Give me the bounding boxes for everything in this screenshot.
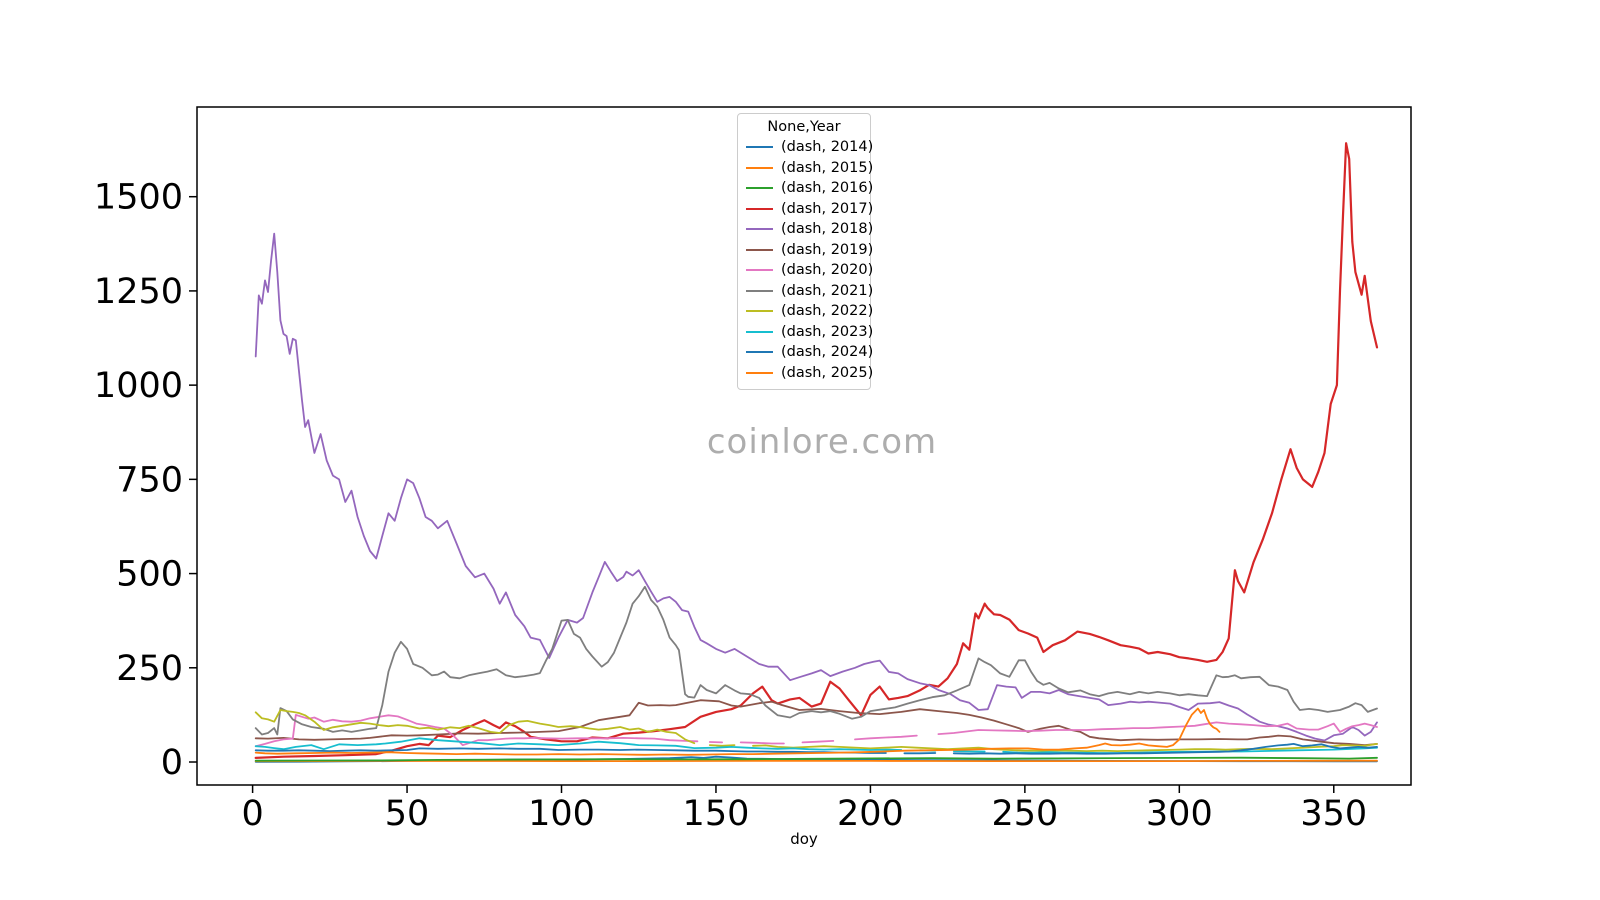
y-tick-label: 0: [161, 743, 183, 783]
legend-item-2014: (dash, 2014): [746, 137, 873, 158]
x-axis-label: doy: [790, 830, 818, 848]
x-tick-label: 200: [837, 794, 904, 834]
legend-item-label: (dash, 2024): [781, 344, 874, 361]
legend-swatch-icon: [746, 371, 773, 374]
legend-swatch-icon: [746, 330, 773, 333]
legend-swatch-icon: [746, 207, 773, 210]
legend-item-label: (dash, 2021): [781, 282, 874, 299]
legend-item-label: (dash, 2022): [781, 303, 874, 320]
legend-swatch-icon: [746, 187, 773, 190]
x-tick-label: 350: [1300, 794, 1367, 834]
legend-title: None,Year: [767, 119, 841, 135]
x-tick-label: 150: [683, 794, 750, 834]
legend-item-2022: (dash, 2022): [746, 301, 873, 322]
y-tick-label: 500: [116, 555, 183, 595]
series-line-2022: [254, 709, 1378, 752]
legend-item-label: (dash, 2023): [781, 323, 874, 340]
legend-item-2017: (dash, 2017): [746, 199, 873, 220]
watermark-text: coinlore.com: [706, 422, 938, 462]
series-line-2018: [254, 232, 1378, 742]
x-tick-label: 50: [385, 794, 430, 834]
legend-swatch-icon: [746, 248, 773, 251]
legend-box: None,Year (dash, 2014) (dash, 2015) (dash,…: [737, 113, 873, 390]
legend-item-label: (dash, 2025): [781, 364, 874, 381]
legend-item-2024: (dash, 2024): [746, 342, 873, 363]
legend-item-2023: (dash, 2023): [746, 322, 873, 343]
legend-item-label: (dash, 2016): [781, 180, 874, 197]
legend-item-label: (dash, 2018): [781, 221, 874, 238]
series-line-2024: [254, 743, 1378, 755]
legend-item-label: (dash, 2015): [781, 159, 874, 176]
axis-layer: 0 50 100 150 200 250 300 350 0 250 500 750 1000 1250 1…: [94, 178, 1367, 834]
series-line-2015: [254, 759, 1378, 763]
legend-swatch-icon: [746, 269, 773, 272]
x-tick-label: 0: [241, 794, 263, 834]
legend-item-label: (dash, 2020): [781, 262, 874, 279]
plot-frame: [196, 106, 1412, 786]
x-tick-label: 100: [528, 794, 595, 834]
y-tick-label: 1500: [94, 178, 183, 218]
legend-swatch-icon: [746, 166, 773, 169]
legend-item-label: (dash, 2019): [781, 241, 874, 258]
legend-swatch-icon: [746, 228, 773, 231]
series-line-2020: [254, 714, 1378, 748]
legend-items: (dash, 2014) (dash, 2015) (dash, 2016) (das…: [746, 137, 873, 384]
legend-swatch-icon: [746, 146, 773, 149]
series-line-2017: [254, 142, 1379, 759]
legend-item-label: (dash, 2017): [781, 200, 874, 217]
x-tick-label: 250: [991, 794, 1058, 834]
legend-item-2016: (dash, 2016): [746, 178, 873, 199]
legend-item-2025: (dash, 2025): [746, 363, 873, 384]
legend-item-2021: (dash, 2021): [746, 281, 873, 302]
legend-item-2018: (dash, 2018): [746, 219, 873, 240]
x-tick-label: 300: [1146, 794, 1213, 834]
y-tick-label: 750: [116, 460, 183, 500]
y-tick-label: 1250: [94, 272, 183, 312]
y-tick-label: 1000: [94, 366, 183, 406]
legend-swatch-icon: [746, 289, 773, 292]
legend-item-label: (dash, 2014): [781, 139, 874, 156]
series-line-2025: [254, 707, 1221, 756]
legend-item-2015: (dash, 2015): [746, 158, 873, 179]
series-line-2019: [254, 699, 1378, 746]
series-layer: [254, 142, 1379, 763]
legend-swatch-icon: [746, 310, 773, 313]
series-line-2016: [254, 756, 1378, 762]
legend-item-2020: (dash, 2020): [746, 260, 873, 281]
series-line-2021: [254, 585, 1378, 736]
y-tick-label: 250: [116, 649, 183, 689]
legend-item-2019: (dash, 2019): [746, 240, 873, 261]
legend-swatch-icon: [746, 351, 773, 354]
